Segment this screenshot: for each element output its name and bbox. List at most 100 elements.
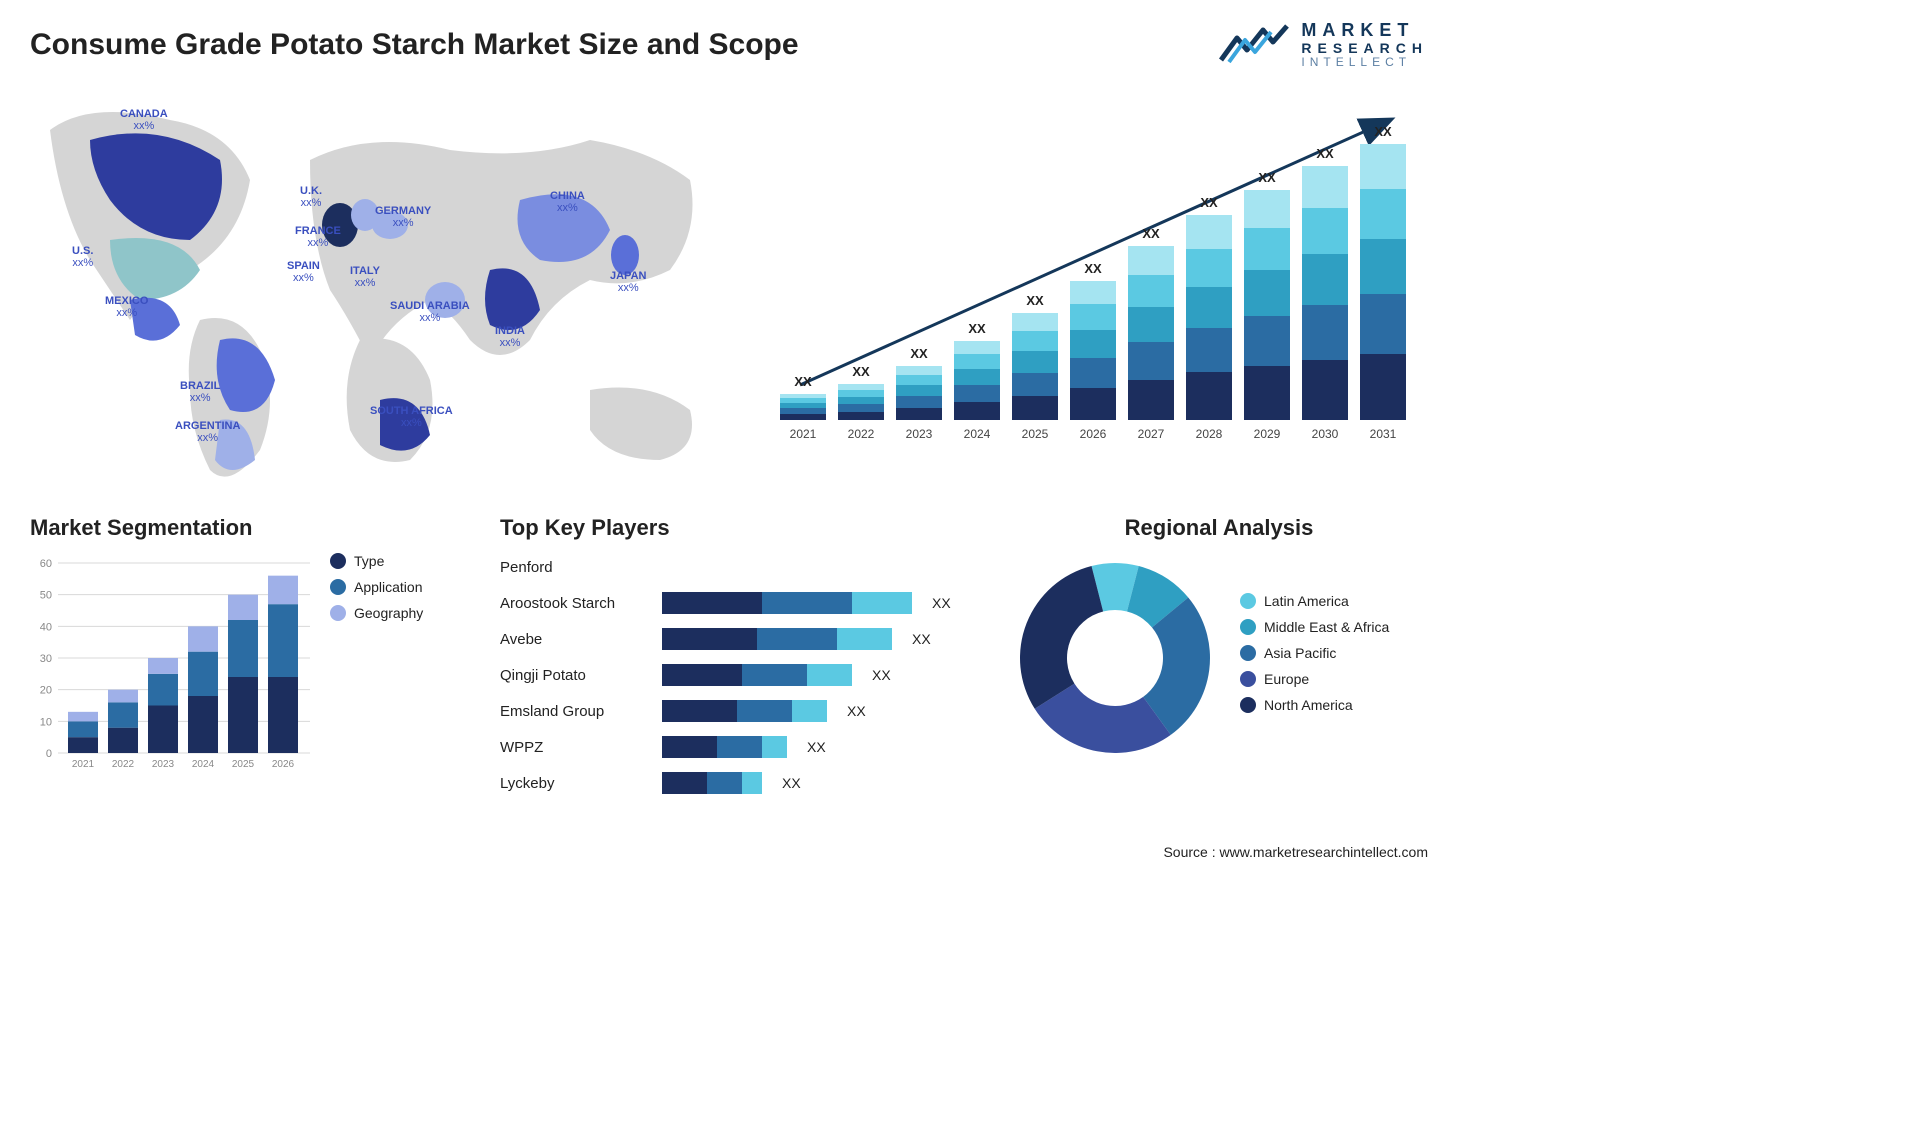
region-legend-label: North America [1264, 697, 1353, 713]
logo-text-1: MARKET [1301, 21, 1428, 41]
svg-text:40: 40 [40, 621, 52, 633]
players-panel: Top Key Players Penford Aroostook Starch X… [500, 515, 980, 805]
regional-legend: Latin America Middle East & Africa Asia Pa… [1240, 593, 1389, 723]
svg-text:50: 50 [40, 590, 52, 602]
svg-text:XX: XX [852, 364, 870, 379]
player-value: XX [912, 631, 931, 647]
svg-text:10: 10 [40, 716, 52, 728]
svg-text:2022: 2022 [112, 759, 135, 770]
map-label-china: CHINAxx% [550, 190, 585, 214]
seg-legend-application: Application [330, 579, 423, 595]
svg-text:20: 20 [40, 685, 52, 697]
player-name: Penford [500, 559, 650, 576]
player-row: Qingji Potato XX [500, 661, 980, 689]
player-name: Lyckeby [500, 775, 650, 792]
svg-text:2027: 2027 [1138, 427, 1165, 441]
player-bar [662, 592, 912, 614]
regional-donut-chart [1010, 553, 1220, 763]
svg-text:2024: 2024 [964, 427, 991, 441]
regional-panel: Regional Analysis Latin America Middle Ea… [1010, 515, 1428, 805]
player-value: XX [872, 667, 891, 683]
player-bar [662, 772, 762, 794]
svg-text:2023: 2023 [906, 427, 933, 441]
segmentation-chart: 0102030405060202120222023202420252026 [30, 553, 310, 773]
map-label-italy: ITALYxx% [350, 265, 380, 289]
map-label-france: FRANCExx% [295, 225, 341, 249]
player-row: Aroostook Starch XX [500, 589, 980, 617]
logo-swoosh-icon [1219, 20, 1289, 70]
map-label-argentina: ARGENTINAxx% [175, 420, 240, 444]
seg-legend-geography: Geography [330, 605, 423, 621]
map-label-india: INDIAxx% [495, 325, 525, 349]
region-legend-label: Latin America [1264, 593, 1349, 609]
players-chart: PenfordAroostook StarchXXAvebeXXQingji P… [500, 553, 980, 797]
svg-text:2023: 2023 [152, 759, 175, 770]
segmentation-legend: Type Application Geography [330, 553, 423, 773]
svg-text:0: 0 [46, 748, 52, 760]
source-label: Source : www.marketresearchintellect.com [1163, 844, 1428, 860]
map-label-brazil: BRAZILxx% [180, 380, 220, 404]
region-legend-item: Latin America [1240, 593, 1389, 609]
svg-text:2028: 2028 [1196, 427, 1223, 441]
svg-text:2025: 2025 [232, 759, 255, 770]
svg-text:XX: XX [794, 374, 812, 389]
player-row: Penford [500, 553, 980, 581]
regional-title: Regional Analysis [1010, 515, 1428, 541]
svg-text:2022: 2022 [848, 427, 875, 441]
logo-text-2: RESEARCH [1301, 41, 1428, 56]
region-legend-item: Asia Pacific [1240, 645, 1389, 661]
svg-text:XX: XX [1026, 293, 1044, 308]
svg-text:XX: XX [1200, 195, 1218, 210]
svg-text:2026: 2026 [1080, 427, 1107, 441]
segmentation-title: Market Segmentation [30, 515, 470, 541]
player-name: Qingji Potato [500, 667, 650, 684]
map-label-germany: GERMANYxx% [375, 205, 431, 229]
svg-text:2026: 2026 [272, 759, 295, 770]
region-legend-label: Europe [1264, 671, 1309, 687]
world-map-panel: CANADAxx%U.S.xx%MEXICOxx%BRAZILxx%ARGENT… [30, 90, 730, 490]
page-title: Consume Grade Potato Starch Market Size … [30, 28, 799, 62]
svg-text:XX: XX [1084, 261, 1102, 276]
map-label-spain: SPAINxx% [287, 260, 320, 284]
svg-text:2021: 2021 [72, 759, 95, 770]
svg-text:XX: XX [1316, 146, 1334, 161]
player-name: Aroostook Starch [500, 595, 650, 612]
player-value: XX [932, 595, 951, 611]
player-row: Emsland GroupXX [500, 697, 980, 725]
player-bar [662, 664, 852, 686]
svg-text:2025: 2025 [1022, 427, 1049, 441]
logo: MARKET RESEARCH INTELLECT [1219, 20, 1428, 70]
forecast-chart: XX 2021 XX 2022 XX 2023 XX 2024 XX 2025 XX 2026 XX 20… [760, 90, 1440, 470]
map-label-us: U.S.xx% [72, 245, 93, 269]
player-name: Avebe [500, 631, 650, 648]
player-bar [662, 736, 787, 758]
player-value: XX [847, 703, 866, 719]
region-legend-item: North America [1240, 697, 1389, 713]
segmentation-panel: Market Segmentation 01020304050602021202… [30, 515, 470, 805]
player-row: WPPZ XX [500, 733, 980, 761]
seg-legend-type: Type [330, 553, 423, 569]
region-legend-label: Middle East & Africa [1264, 619, 1389, 635]
map-label-japan: JAPANxx% [610, 270, 646, 294]
player-name: WPPZ [500, 739, 650, 756]
svg-text:60: 60 [40, 558, 52, 570]
map-label-saudiarabia: SAUDI ARABIAxx% [390, 300, 470, 324]
svg-text:2021: 2021 [790, 427, 817, 441]
player-row: Avebe XX [500, 625, 980, 653]
svg-text:XX: XX [968, 321, 986, 336]
logo-text-3: INTELLECT [1301, 56, 1428, 69]
map-label-southafrica: SOUTH AFRICAxx% [370, 405, 453, 429]
svg-text:XX: XX [1142, 226, 1160, 241]
map-label-mexico: MEXICOxx% [105, 295, 148, 319]
player-value: XX [782, 775, 801, 791]
player-row: Lyckeby XX [500, 769, 980, 797]
player-bar [662, 628, 892, 650]
svg-text:XX: XX [910, 346, 928, 361]
region-legend-item: Europe [1240, 671, 1389, 687]
players-title: Top Key Players [500, 515, 980, 541]
region-legend-label: Asia Pacific [1264, 645, 1336, 661]
map-label-uk: U.K.xx% [300, 185, 322, 209]
region-legend-item: Middle East & Africa [1240, 619, 1389, 635]
svg-text:XX: XX [1374, 124, 1392, 139]
player-value: XX [807, 739, 826, 755]
